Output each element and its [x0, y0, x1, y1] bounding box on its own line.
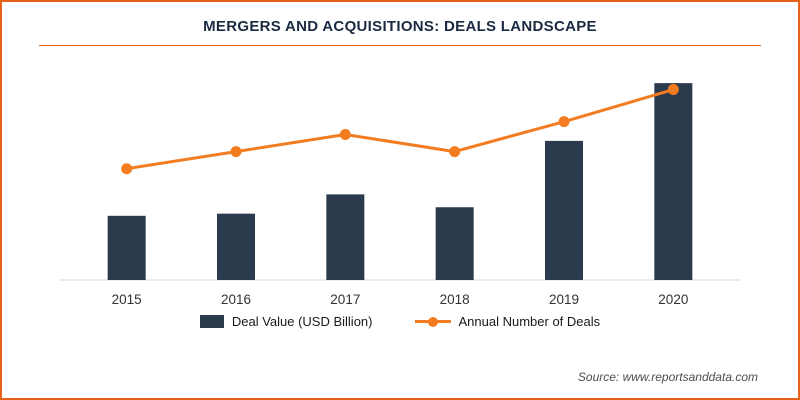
x-tick-label-2020: 2020 [658, 292, 688, 307]
legend-line-marker-dot [427, 316, 438, 327]
legend-line-swatch [414, 316, 451, 327]
legend-bar-label: Deal Value (USD Billion) [231, 314, 373, 329]
source-text: Source: www.reportsanddata.com [577, 370, 758, 384]
line-marker-2016 [230, 146, 242, 158]
bar-2016 [217, 213, 255, 280]
x-tick-label-2018: 2018 [440, 292, 470, 307]
annual-deals-line [126, 88, 674, 171]
bar-2019 [545, 140, 583, 280]
line-marker-2020 [667, 84, 679, 96]
bar-2018 [435, 207, 474, 280]
line-marker-2017 [339, 128, 351, 140]
line-marker-2015 [121, 163, 133, 175]
legend-bar-swatch [199, 315, 224, 328]
line-marker-2019 [558, 116, 570, 128]
legend-item-deal-value: Deal Value (USD Billion) [199, 314, 373, 329]
bar-2015 [107, 215, 146, 280]
x-tick-label-2015: 2015 [112, 292, 142, 307]
deals-landscape-chart: 2015 2016 2017 2018 2019 2020 [60, 83, 740, 307]
bar-2020 [654, 83, 693, 280]
x-tick-label-2017: 2017 [330, 292, 360, 307]
bar-2017 [326, 194, 365, 280]
legend-line-label: Annual Number of Deals [458, 314, 601, 329]
chart-title: MERGERS AND ACQUISITIONS: DEALS LANDSCAP… [203, 18, 597, 35]
title-underline [39, 45, 761, 46]
legend-item-annual-deals: Annual Number of Deals [414, 314, 601, 329]
x-tick-label-2016: 2016 [221, 292, 251, 307]
x-tick-label-2019: 2019 [549, 292, 579, 307]
chart-legend: Deal Value (USD Billion) Annual Number o… [2, 314, 798, 329]
line-marker-2018 [449, 146, 461, 158]
